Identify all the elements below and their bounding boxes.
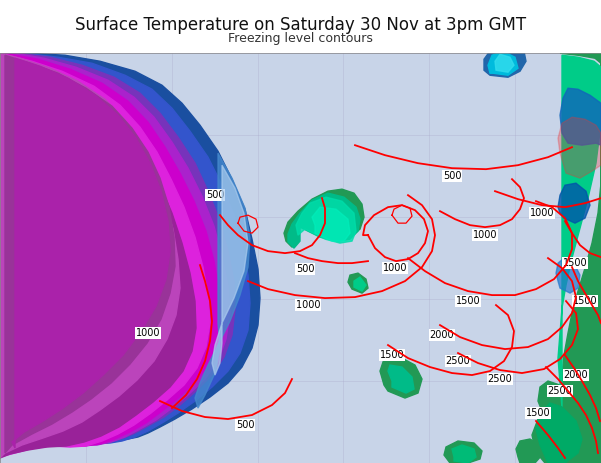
Polygon shape — [12, 58, 170, 448]
Polygon shape — [560, 88, 601, 145]
Polygon shape — [484, 43, 526, 77]
Polygon shape — [0, 53, 235, 451]
Text: Freezing level contours: Freezing level contours — [228, 32, 373, 45]
Text: 1500: 1500 — [573, 296, 597, 306]
Text: Surface Temperature on Saturday 30 Nov at 3pm GMT: Surface Temperature on Saturday 30 Nov a… — [75, 16, 526, 34]
Polygon shape — [5, 55, 175, 453]
Polygon shape — [296, 197, 356, 243]
Polygon shape — [348, 273, 368, 293]
Text: 1​000: 1​000 — [296, 300, 320, 310]
Polygon shape — [516, 439, 542, 463]
Text: 1000: 1000 — [383, 263, 407, 273]
Text: 1000: 1000 — [529, 208, 554, 218]
Polygon shape — [0, 53, 196, 458]
Text: 500: 500 — [236, 420, 254, 430]
Text: 2500: 2500 — [445, 356, 471, 366]
Polygon shape — [495, 54, 514, 72]
Polygon shape — [0, 53, 180, 458]
Polygon shape — [380, 357, 422, 398]
Polygon shape — [0, 53, 221, 455]
Text: 1000: 1000 — [473, 230, 497, 240]
Polygon shape — [0, 278, 20, 315]
Polygon shape — [312, 207, 350, 241]
Polygon shape — [560, 53, 601, 463]
Polygon shape — [388, 365, 414, 393]
Polygon shape — [558, 117, 601, 178]
Polygon shape — [536, 403, 582, 463]
Polygon shape — [488, 51, 518, 75]
Polygon shape — [0, 53, 250, 448]
Polygon shape — [444, 441, 482, 463]
Polygon shape — [0, 53, 601, 463]
Text: 2000: 2000 — [564, 370, 588, 380]
Text: 500: 500 — [443, 171, 461, 181]
Polygon shape — [558, 183, 590, 223]
Polygon shape — [212, 165, 248, 375]
Polygon shape — [288, 193, 360, 248]
Polygon shape — [558, 55, 601, 408]
Text: 2500: 2500 — [548, 386, 572, 396]
Text: 2500: 2500 — [487, 374, 513, 384]
Text: 2000: 2000 — [430, 330, 454, 340]
Polygon shape — [556, 258, 580, 293]
Polygon shape — [284, 189, 364, 247]
Polygon shape — [0, 53, 210, 457]
Polygon shape — [538, 381, 574, 421]
Polygon shape — [452, 445, 476, 463]
Polygon shape — [0, 53, 260, 445]
Text: 1500: 1500 — [526, 408, 551, 418]
Text: 1000: 1000 — [136, 328, 160, 338]
Text: 1500: 1500 — [563, 258, 587, 268]
Polygon shape — [0, 268, 35, 328]
Text: 1500: 1500 — [456, 296, 480, 306]
Text: 500: 500 — [206, 190, 224, 200]
Text: 500: 500 — [296, 264, 314, 274]
Polygon shape — [0, 53, 230, 453]
Polygon shape — [195, 153, 250, 408]
Polygon shape — [354, 277, 366, 291]
Polygon shape — [532, 401, 588, 463]
Text: 1500: 1500 — [380, 350, 404, 360]
